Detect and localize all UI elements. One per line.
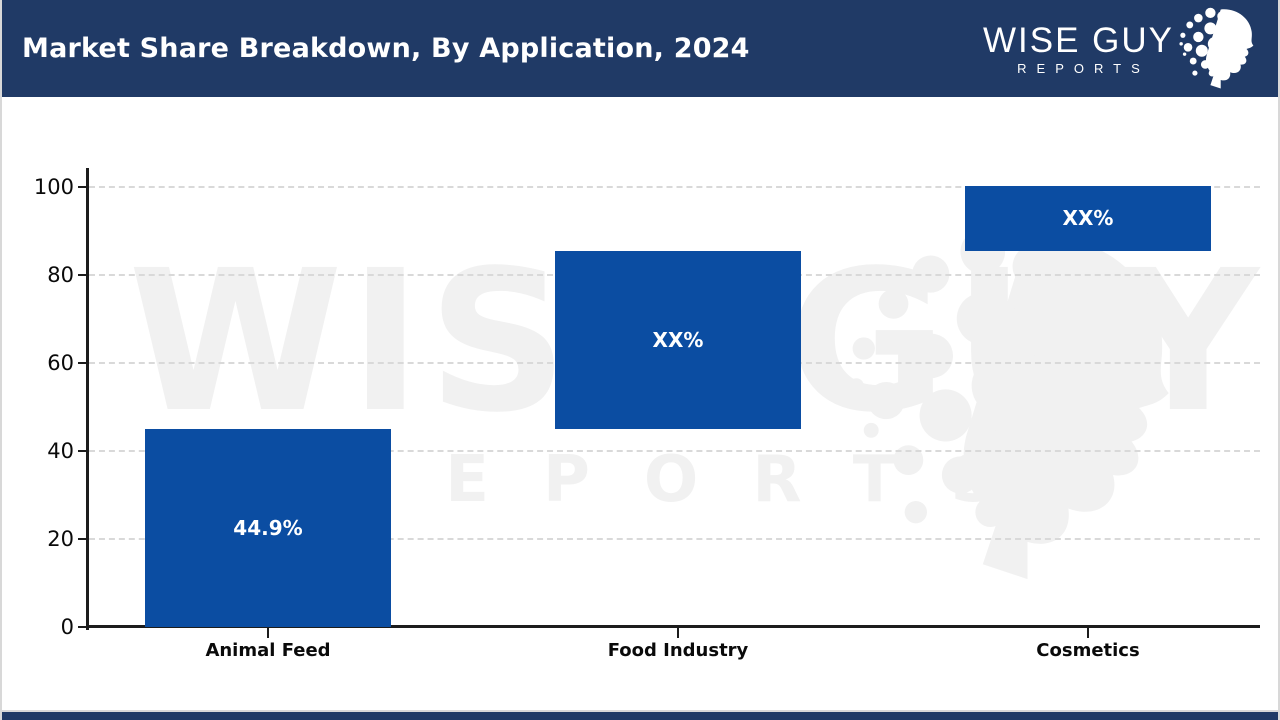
brand-logo: WISE GUY REPORTS	[983, 6, 1262, 92]
y-tick-20	[78, 538, 86, 540]
y-tick-label-100: 100	[33, 175, 74, 199]
y-tick-80	[78, 274, 86, 276]
y-tick-label-40: 40	[47, 439, 74, 463]
bar-value-label-food-industry: XX%	[652, 328, 704, 352]
footer-bar	[2, 712, 1278, 720]
gridline-40	[89, 450, 1260, 452]
footer-divider	[2, 710, 1278, 712]
bar-value-label-animal-feed: 44.9%	[233, 516, 303, 540]
header-bar: Market Share Breakdown, By Application, …	[2, 0, 1278, 97]
brand-logo-text: WISE GUY REPORTS	[983, 23, 1174, 75]
bar-animal-feed	[145, 429, 391, 627]
y-axis-line	[86, 168, 89, 630]
x-axis-label-food-industry: Food Industry	[607, 640, 749, 661]
logo-face-icon	[1176, 6, 1262, 92]
y-tick-0	[78, 626, 86, 628]
y-tick-40	[78, 450, 86, 452]
y-tick-60	[78, 362, 86, 364]
gridline-20	[89, 538, 1260, 540]
logo-subtitle: REPORTS	[1017, 60, 1150, 76]
x-axis-line	[86, 625, 1260, 628]
y-tick-label-20: 20	[47, 527, 74, 551]
y-tick-label-60: 60	[47, 351, 74, 375]
bar-value-label-cosmetics: XX%	[1062, 206, 1114, 230]
x-tick-animal-feed	[267, 628, 269, 638]
x-axis-label-animal-feed: Animal Feed	[205, 640, 331, 661]
y-tick-label-80: 80	[47, 263, 74, 287]
logo-wordmark: WISE GUY	[982, 20, 1174, 60]
x-tick-food-industry	[677, 628, 679, 638]
bar-food-industry	[555, 251, 801, 429]
x-axis-label-cosmetics: Cosmetics	[1036, 640, 1140, 661]
y-tick-label-0: 0	[60, 615, 74, 639]
gridline-100	[89, 186, 1260, 188]
page-title: Market Share Breakdown, By Application, …	[22, 33, 750, 64]
x-tick-cosmetics	[1087, 628, 1089, 638]
y-tick-100	[78, 186, 86, 188]
